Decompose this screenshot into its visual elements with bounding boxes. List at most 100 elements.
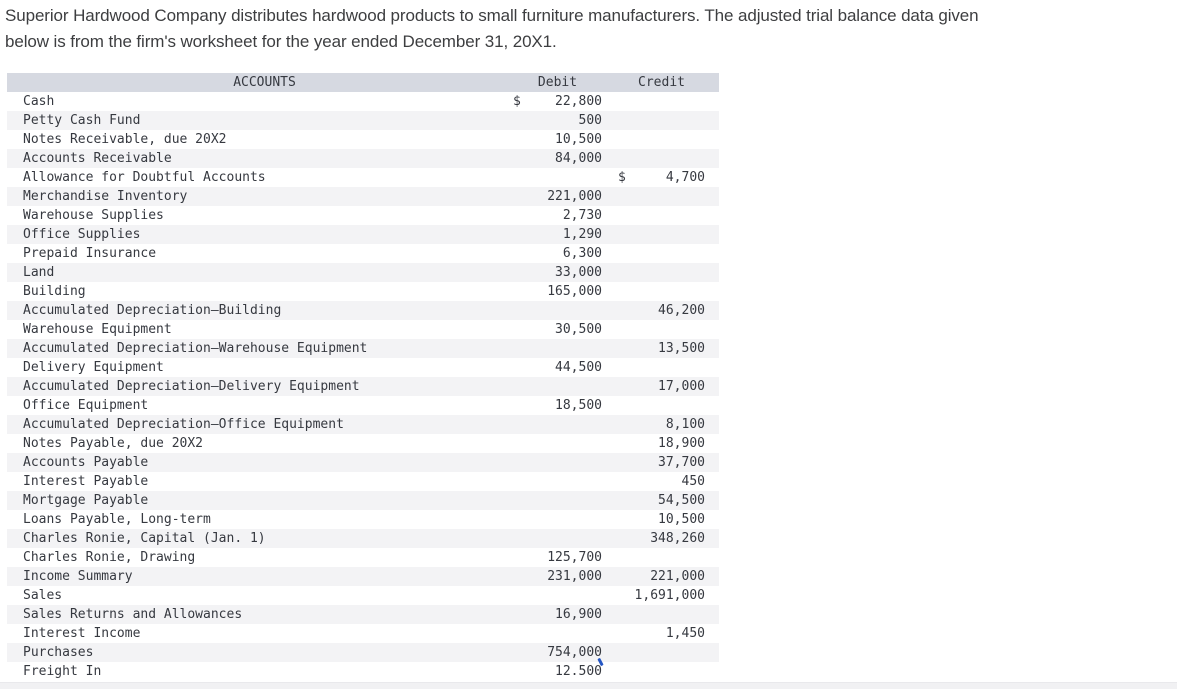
debit-cell: 1,290 (442, 225, 617, 244)
credit-dollar-sign: $ (618, 170, 626, 185)
account-name: Accumulated Depreciation—Delivery Equipm… (23, 379, 360, 394)
debit-value: 44,500 (555, 360, 602, 375)
debit-value: 16,900 (555, 607, 602, 622)
debit-cell (442, 491, 617, 510)
debit-value: 84,000 (555, 151, 602, 166)
accounts-column-header: ACCOUNTS (233, 75, 296, 90)
table-row: Freight In 12.500 (7, 662, 719, 681)
account-name-cell: Petty Cash Fund (7, 111, 442, 130)
table-row: Accounts Receivable 84,000 (7, 149, 719, 168)
debit-value: 30,500 (555, 322, 602, 337)
debit-cell: 18,500 (442, 396, 617, 415)
account-name-cell: Notes Receivable, due 20X2 (7, 130, 442, 149)
account-name: Purchases (23, 645, 94, 660)
account-name-cell: Office Supplies (7, 225, 442, 244)
account-name: Income Summary (23, 569, 133, 584)
table-row: Merchandise Inventory 221,000 (7, 187, 719, 206)
table-row: Interest Income 1,450 (7, 624, 719, 643)
debit-value: 500 (578, 113, 602, 128)
credit-cell: $4,700 (617, 168, 719, 187)
debit-cell: 16,900 (442, 605, 617, 624)
credit-cell (617, 187, 719, 206)
credit-cell (617, 206, 719, 225)
debit-value: 33,000 (555, 265, 602, 280)
debit-value: 165,000 (547, 284, 602, 299)
account-name-cell: Accumulated Depreciation—Warehouse Equip… (7, 339, 442, 358)
credit-cell (617, 396, 719, 415)
account-name-cell: Delivery Equipment (7, 358, 442, 377)
credit-cell: 37,700 (617, 453, 719, 472)
debit-value: 125,700 (547, 550, 602, 565)
table-body: Cash $22,800 Petty Cash Fund 500 Notes R… (7, 92, 719, 681)
credit-cell: 18,900 (617, 434, 719, 453)
account-name-cell: Charles Ronie, Drawing (7, 548, 442, 567)
account-name-cell: Sales Returns and Allowances (7, 605, 442, 624)
debit-cell (442, 510, 617, 529)
account-name: Accumulated Depreciation—Building (23, 303, 282, 318)
table-row: Accumulated Depreciation—Building 46,200 (7, 301, 719, 320)
credit-cell: 46,200 (617, 301, 719, 320)
account-name: Notes Receivable, due 20X2 (23, 132, 227, 147)
debit-cell: 44,500 (442, 358, 617, 377)
account-name: Prepaid Insurance (23, 246, 157, 261)
debit-cell (442, 434, 617, 453)
table-row: Loans Payable, Long-term 10,500 (7, 510, 719, 529)
account-name-cell: Purchases (7, 643, 442, 662)
table-row: Purchases 754,000 (7, 643, 719, 662)
account-name-cell: Merchandise Inventory (7, 187, 442, 206)
account-name: Office Equipment (23, 398, 149, 413)
table-header-row: ACCOUNTS Debit Credit (7, 73, 719, 92)
credit-value: 46,200 (658, 303, 705, 318)
debit-cell: 2,730 (442, 206, 617, 225)
credit-value: 17,000 (658, 379, 705, 394)
account-name: Petty Cash Fund (23, 113, 141, 128)
bottom-section-edge (0, 682, 1177, 689)
account-name-cell: Mortgage Payable (7, 491, 442, 510)
table-row: Petty Cash Fund 500 (7, 111, 719, 130)
debit-value: 6,300 (562, 246, 602, 261)
credit-cell (617, 282, 719, 301)
account-name-cell: Accounts Payable (7, 453, 442, 472)
table-row: Income Summary 231,000 221,000 (7, 567, 719, 586)
credit-cell: 13,500 (617, 339, 719, 358)
table-row: Sales Returns and Allowances 16,900 (7, 605, 719, 624)
table-row: Land 33,000 (7, 263, 719, 282)
table-row: Office Supplies 1,290 (7, 225, 719, 244)
debit-cell: 84,000 (442, 149, 617, 168)
problem-statement: Superior Hardwood Company distributes ha… (5, 3, 979, 55)
debit-value: 231,000 (547, 569, 602, 584)
table-row: Allowance for Doubtful Accounts $4,700 (7, 168, 719, 187)
account-name: Delivery Equipment (23, 360, 164, 375)
table-row: Accounts Payable 37,700 (7, 453, 719, 472)
table-row: Charles Ronie, Capital (Jan. 1) 348,260 (7, 529, 719, 548)
account-name: Accounts Payable (23, 455, 149, 470)
table-row: Accumulated Depreciation—Warehouse Equip… (7, 339, 719, 358)
debit-value: 22,800 (555, 94, 602, 109)
account-name: Warehouse Equipment (23, 322, 172, 337)
credit-value: 10,500 (658, 512, 705, 527)
account-name: Notes Payable, due 20X2 (23, 436, 204, 451)
credit-value: 221,000 (650, 569, 705, 584)
account-name-cell: Charles Ronie, Capital (Jan. 1) (7, 529, 442, 548)
credit-cell: 450 (617, 472, 719, 491)
table-row: Notes Payable, due 20X2 18,900 (7, 434, 719, 453)
account-name-cell: Allowance for Doubtful Accounts (7, 168, 442, 187)
table-row: Interest Payable 450 (7, 472, 719, 491)
debit-cell (442, 453, 617, 472)
credit-cell: 54,500 (617, 491, 719, 510)
account-name: Interest Payable (23, 474, 149, 489)
debit-value: 754,000 (547, 645, 602, 660)
credit-cell (617, 263, 719, 282)
credit-cell: 1,450 (617, 624, 719, 643)
debit-cell: 6,300 (442, 244, 617, 263)
credit-cell: 348,260 (617, 529, 719, 548)
debit-cell (442, 377, 617, 396)
credit-cell (617, 662, 719, 681)
debit-cell: 231,000 (442, 567, 617, 586)
account-name: Sales (23, 588, 63, 603)
debit-cell: 125,700 (442, 548, 617, 567)
table-row: Building 165,000 (7, 282, 719, 301)
credit-value: 450 (681, 474, 705, 489)
table-row: Accumulated Depreciation—Delivery Equipm… (7, 377, 719, 396)
credit-cell (617, 548, 719, 567)
